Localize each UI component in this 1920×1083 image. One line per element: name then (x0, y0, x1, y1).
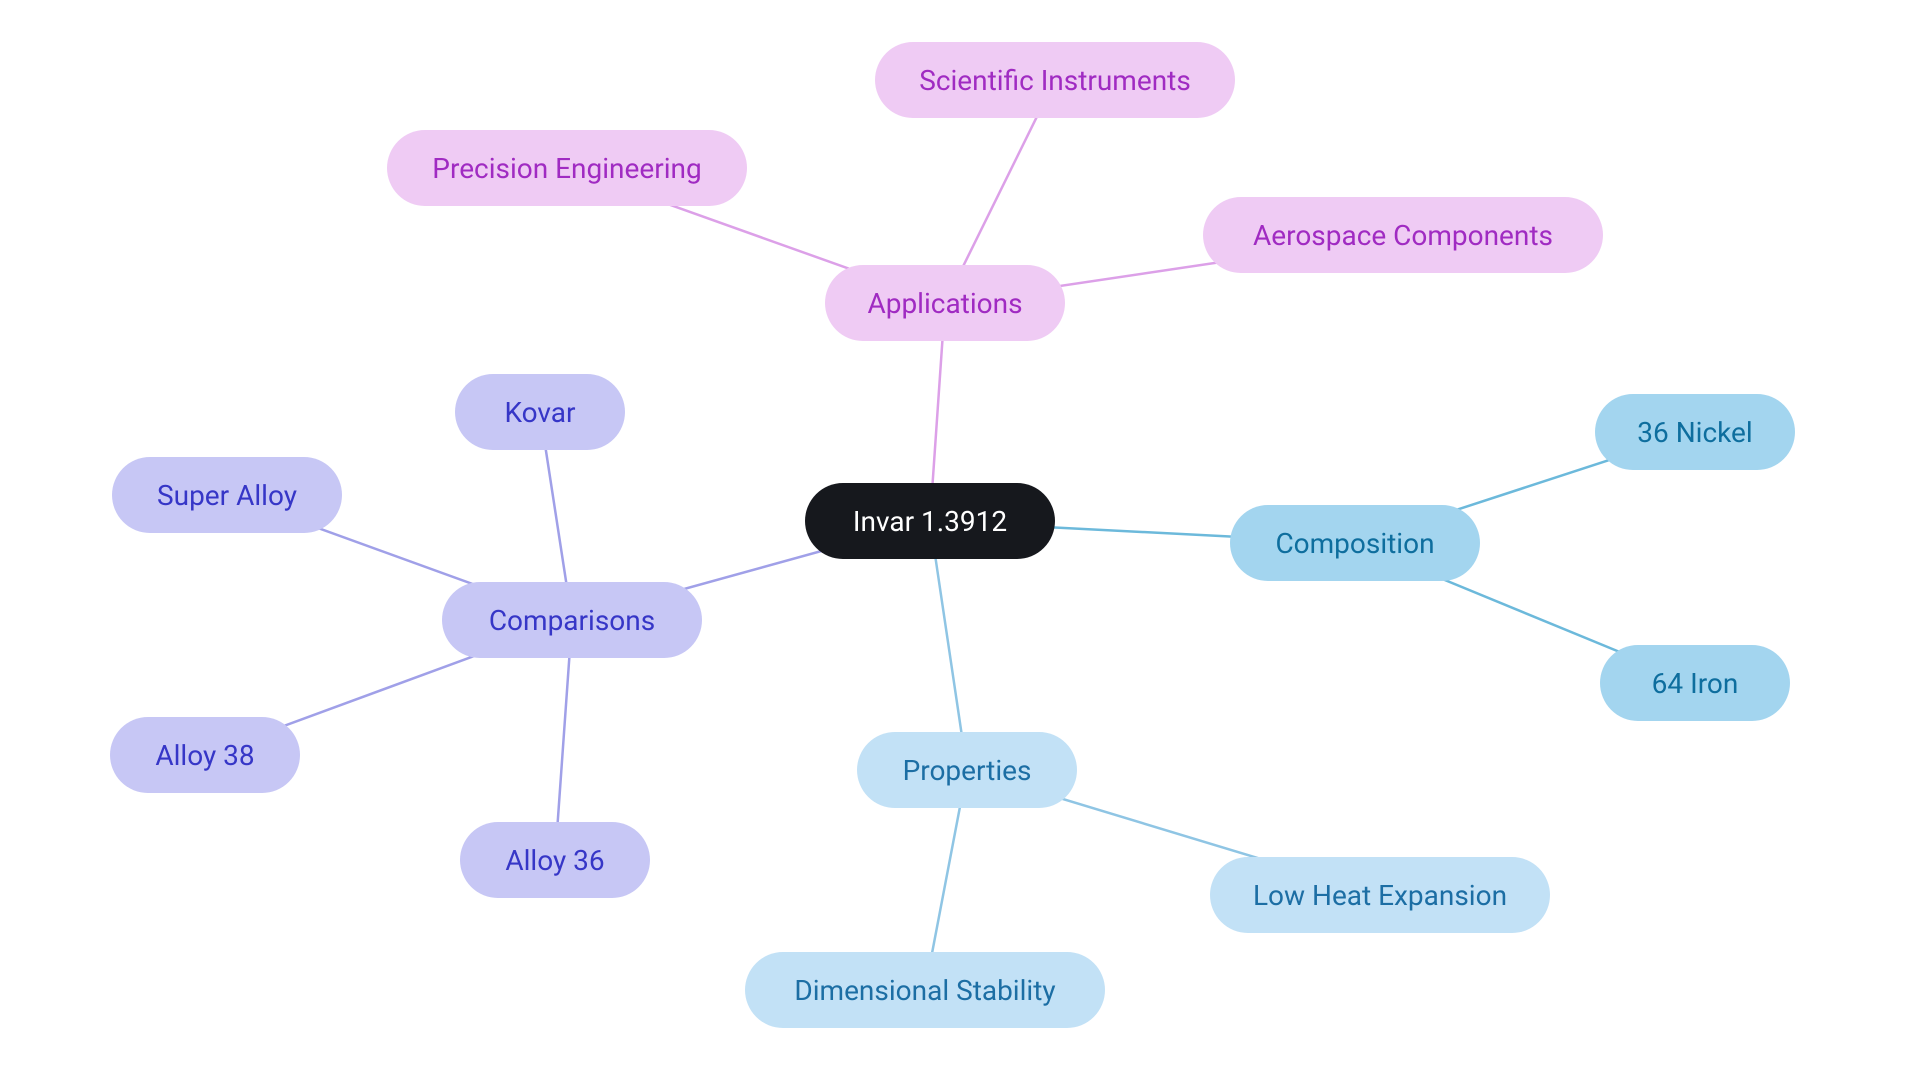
node-alloy38: Alloy 38 (110, 717, 300, 793)
node-superalloy: Super Alloy (112, 457, 342, 533)
node-alloy36: Alloy 36 (460, 822, 650, 898)
node-root: Invar 1.3912 (805, 483, 1055, 559)
node-lowheat: Low Heat Expansion (1210, 857, 1550, 933)
node-aerospace: Aerospace Components (1203, 197, 1603, 273)
node-composition: Composition (1230, 505, 1480, 581)
node-dimstab: Dimensional Stability (745, 952, 1105, 1028)
mindmap-canvas: Invar 1.3912 Applications Precision Engine… (0, 0, 1920, 1083)
node-properties: Properties (857, 732, 1077, 808)
node-precision: Precision Engineering (387, 130, 747, 206)
node-nickel: 36 Nickel (1595, 394, 1795, 470)
node-applications: Applications (825, 265, 1065, 341)
node-scientific: Scientific Instruments (875, 42, 1235, 118)
node-comparisons: Comparisons (442, 582, 702, 658)
node-iron: 64 Iron (1600, 645, 1790, 721)
node-kovar: Kovar (455, 374, 625, 450)
